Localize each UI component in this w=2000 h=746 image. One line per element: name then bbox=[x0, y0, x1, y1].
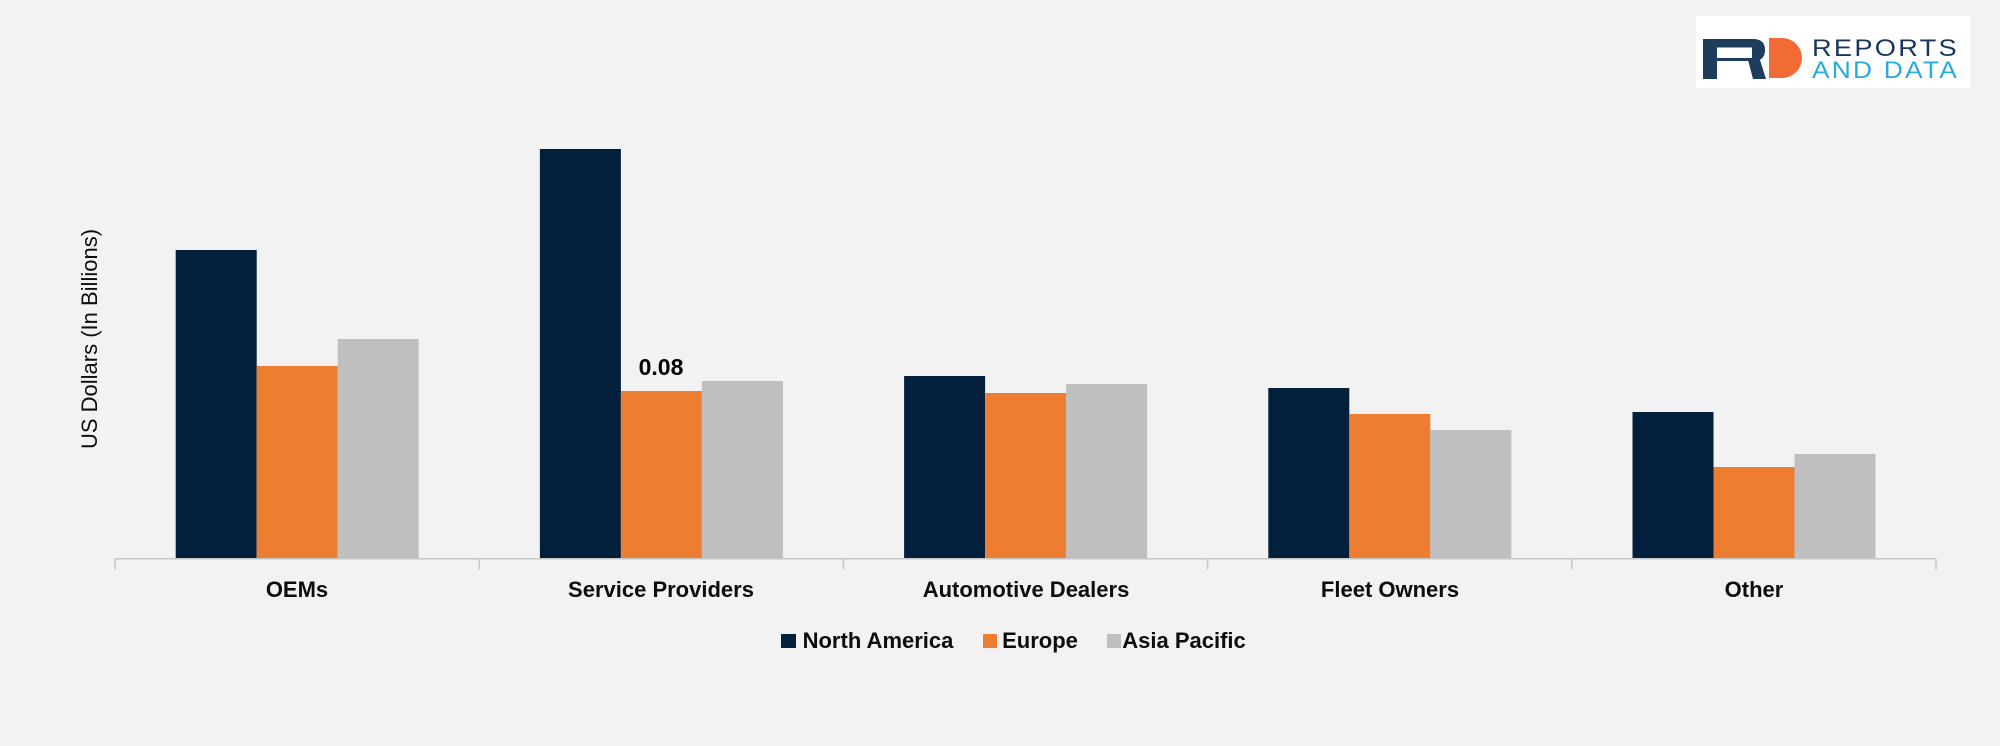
svg-text:North America: North America bbox=[803, 628, 955, 653]
svg-text:Europe: Europe bbox=[1002, 628, 1078, 653]
svg-text:Automotive Dealers: Automotive Dealers bbox=[923, 577, 1130, 602]
svg-text:US Dollars (In Billions): US Dollars (In Billions) bbox=[77, 229, 102, 449]
svg-text:OEMs: OEMs bbox=[266, 577, 328, 602]
svg-text:AND DATA: AND DATA bbox=[1812, 57, 1959, 84]
svg-text:REPORTS: REPORTS bbox=[1812, 35, 1959, 62]
svg-text:Service Providers: Service Providers bbox=[568, 577, 754, 602]
svg-text:Asia Pacific: Asia Pacific bbox=[1122, 628, 1246, 653]
svg-text:Other: Other bbox=[1725, 577, 1784, 602]
svg-text:0.08: 0.08 bbox=[639, 354, 684, 380]
svg-text:Fleet Owners: Fleet Owners bbox=[1321, 577, 1459, 602]
